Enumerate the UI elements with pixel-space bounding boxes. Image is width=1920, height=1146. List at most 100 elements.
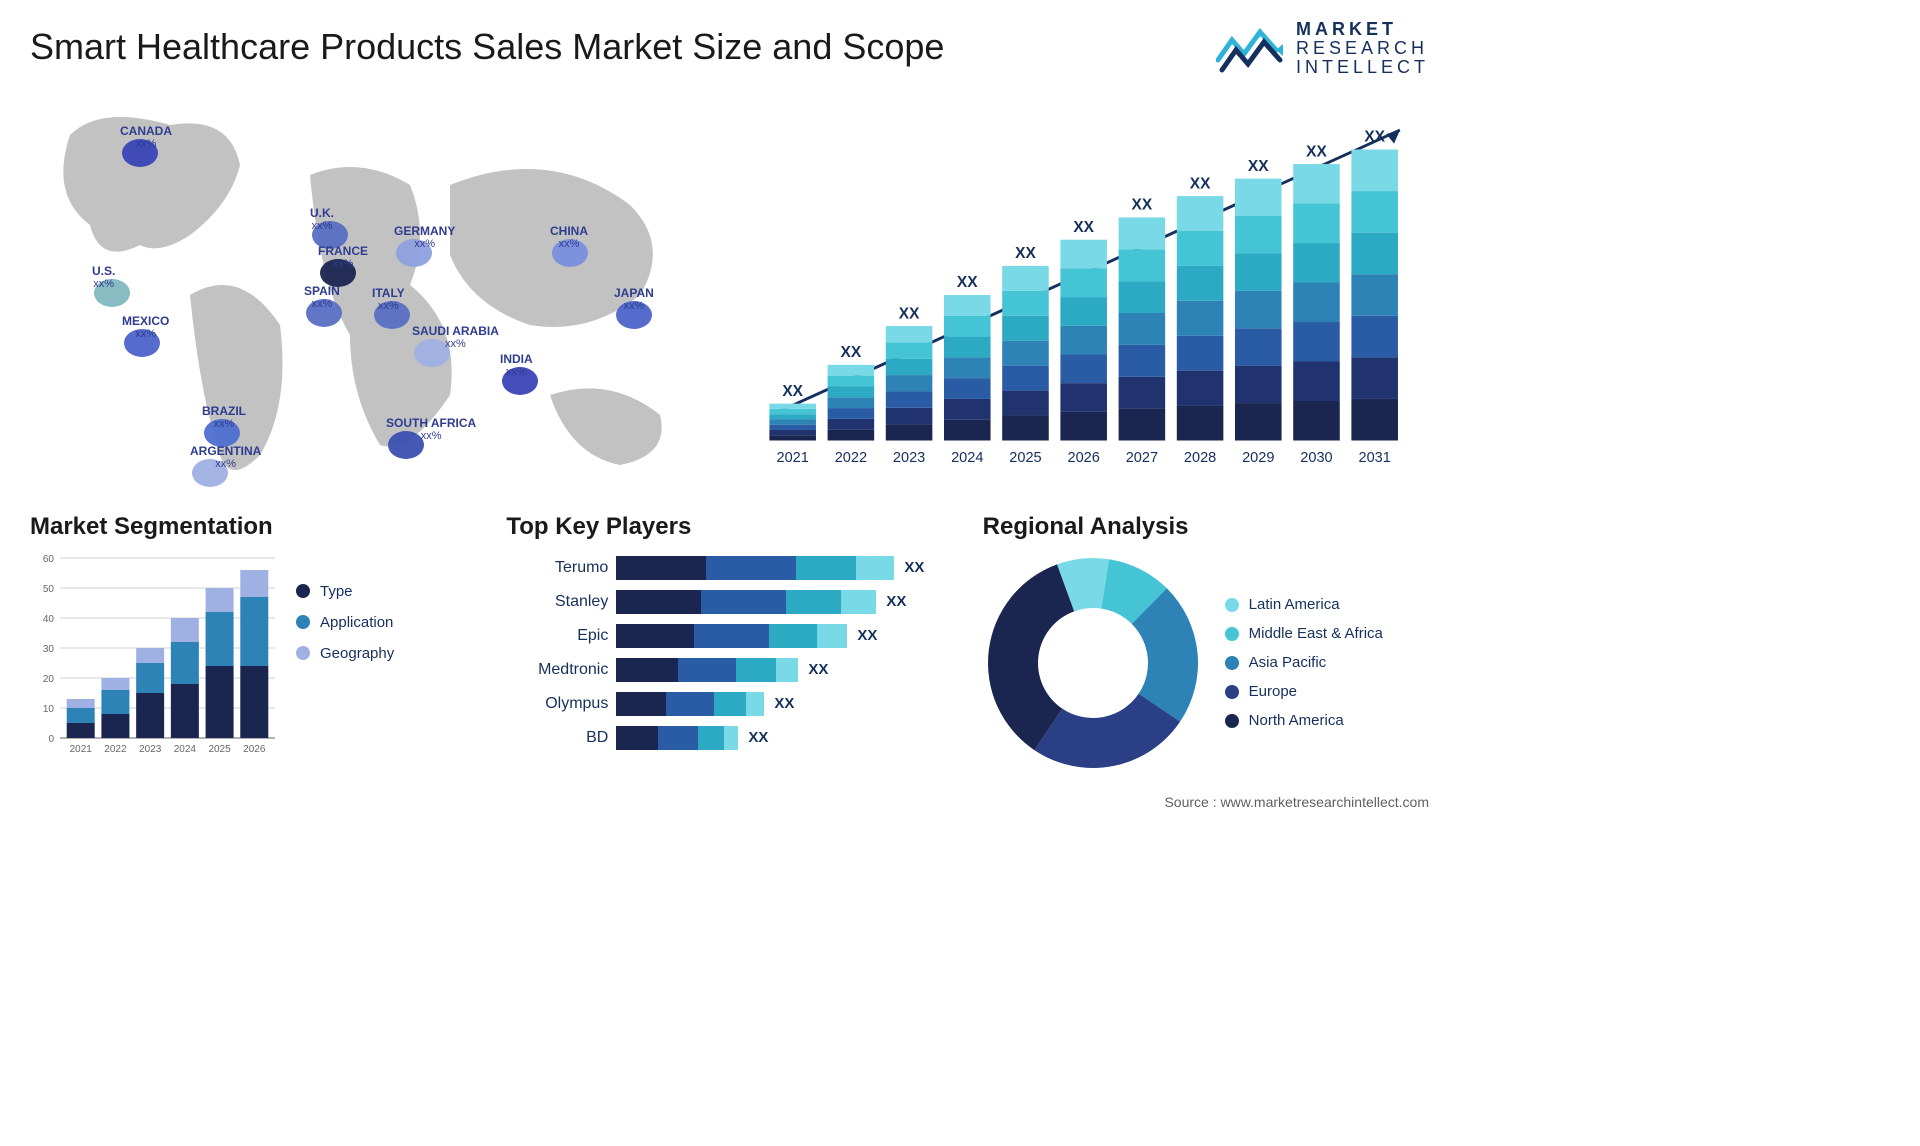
svg-text:2023: 2023: [893, 450, 925, 466]
svg-text:2028: 2028: [1184, 450, 1216, 466]
svg-text:XX: XX: [1015, 245, 1036, 262]
svg-text:2031: 2031: [1358, 450, 1390, 466]
key-player-value: XX: [847, 627, 877, 644]
key-player-row: Epic XX: [506, 621, 952, 651]
svg-text:2025: 2025: [208, 744, 231, 755]
regional-panel: Regional Analysis Latin America Middle Ea…: [983, 513, 1429, 773]
legend-item: Europe: [1225, 683, 1383, 700]
map-label: ARGENTINAxx%: [190, 445, 261, 470]
svg-text:2024: 2024: [174, 744, 197, 755]
regional-title: Regional Analysis: [983, 513, 1429, 541]
map-label: BRAZILxx%: [202, 405, 246, 430]
svg-text:XX: XX: [1190, 175, 1211, 192]
page-title: Smart Healthcare Products Sales Market S…: [30, 20, 944, 68]
key-player-value: XX: [798, 661, 828, 678]
key-player-row: Medtronic XX: [506, 655, 952, 685]
key-player-name: Terumo: [506, 559, 616, 577]
svg-text:60: 60: [43, 554, 55, 565]
key-player-value: XX: [876, 593, 906, 610]
segmentation-chart: 0 10 20 30 40 50 60 2021 2022 2023 2024 2025 2026: [30, 553, 280, 763]
legend-item: Asia Pacific: [1225, 654, 1383, 671]
key-player-value: XX: [894, 559, 924, 576]
brand-logo: MARKET RESEARCH INTELLECT: [1216, 20, 1429, 77]
growth-chart: XX2021XX2022XX2023XX2024XX2025XX2026XX20…: [750, 95, 1429, 495]
svg-text:20: 20: [43, 674, 55, 685]
legend-item: Latin America: [1225, 596, 1383, 613]
svg-text:2024: 2024: [951, 450, 983, 466]
key-player-name: Medtronic: [506, 661, 616, 679]
map-label: SAUDI ARABIAxx%: [412, 325, 499, 350]
map-label: CANADAxx%: [120, 125, 172, 150]
key-player-row: Stanley XX: [506, 587, 952, 617]
svg-text:50: 50: [43, 584, 55, 595]
svg-text:30: 30: [43, 644, 55, 655]
key-player-row: BD XX: [506, 723, 952, 753]
key-players-panel: Top Key Players TerumoXXStanleyXXEpicXXM…: [506, 513, 952, 773]
svg-text:XX: XX: [1248, 158, 1269, 175]
key-player-row: Olympus XX: [506, 689, 952, 719]
svg-text:XX: XX: [841, 344, 862, 361]
key-player-bar: [616, 556, 894, 580]
svg-text:XX: XX: [899, 305, 920, 322]
segmentation-legend: Type Application Geography: [296, 553, 394, 763]
svg-text:2021: 2021: [776, 450, 808, 466]
map-label: GERMANYxx%: [394, 225, 455, 250]
key-player-name: BD: [506, 729, 616, 747]
svg-text:XX: XX: [1364, 128, 1385, 145]
key-player-value: XX: [738, 729, 768, 746]
segmentation-panel: Market Segmentation 0 10 20 30 40 50 60 2021 202…: [30, 513, 476, 773]
key-player-bar: [616, 658, 798, 682]
key-player-row: Terumo XX: [506, 553, 952, 583]
svg-text:XX: XX: [1306, 143, 1327, 160]
key-players-chart: TerumoXXStanleyXXEpicXXMedtronicXXOlympu…: [506, 553, 952, 753]
key-player-name: Olympus: [506, 695, 616, 713]
legend-item: Geography: [296, 645, 394, 662]
svg-text:2023: 2023: [139, 744, 162, 755]
segmentation-title: Market Segmentation: [30, 513, 476, 541]
map-label: SOUTH AFRICAxx%: [386, 417, 476, 442]
svg-text:2021: 2021: [70, 744, 93, 755]
key-player-name: Epic: [506, 627, 616, 645]
svg-text:XX: XX: [1073, 219, 1094, 236]
svg-text:2030: 2030: [1300, 450, 1332, 466]
map-label: ITALYxx%: [372, 287, 405, 312]
svg-text:XX: XX: [957, 274, 978, 291]
svg-text:0: 0: [48, 734, 54, 745]
source-line: Source : www.marketresearchintellect.com: [1164, 794, 1429, 810]
legend-item: North America: [1225, 712, 1383, 729]
svg-text:XX: XX: [782, 383, 803, 400]
brand-logo-text: MARKET RESEARCH INTELLECT: [1296, 20, 1429, 77]
regional-legend: Latin America Middle East & Africa Asia Pa…: [1225, 596, 1383, 729]
map-label: FRANCExx%: [318, 245, 368, 270]
key-players-title: Top Key Players: [506, 513, 952, 541]
map-label: JAPANxx%: [614, 287, 654, 312]
svg-text:2026: 2026: [1067, 450, 1099, 466]
growth-chart-svg: XX2021XX2022XX2023XX2024XX2025XX2026XX20…: [750, 95, 1429, 495]
world-map: CANADAxx% U.S.xx% MEXICOxx% BRAZILxx% ARGENT…: [30, 95, 710, 495]
regional-donut: [983, 553, 1203, 773]
key-player-value: XX: [764, 695, 794, 712]
svg-text:XX: XX: [1132, 196, 1153, 213]
svg-text:2029: 2029: [1242, 450, 1274, 466]
map-label: MEXICOxx%: [122, 315, 169, 340]
key-player-name: Stanley: [506, 593, 616, 611]
svg-text:40: 40: [43, 614, 55, 625]
map-label: SPAINxx%: [304, 285, 340, 310]
key-player-bar: [616, 726, 738, 750]
brand-logo-mark: [1216, 20, 1286, 76]
svg-text:2022: 2022: [835, 450, 867, 466]
svg-text:10: 10: [43, 704, 55, 715]
legend-item: Type: [296, 583, 394, 600]
legend-item: Application: [296, 614, 394, 631]
map-label: U.S.xx%: [92, 265, 115, 290]
map-label: CHINAxx%: [550, 225, 588, 250]
key-player-bar: [616, 692, 764, 716]
svg-text:2022: 2022: [104, 744, 127, 755]
svg-text:2026: 2026: [243, 744, 266, 755]
legend-item: Middle East & Africa: [1225, 625, 1383, 642]
map-label: INDIAxx%: [500, 353, 533, 378]
key-player-bar: [616, 590, 876, 614]
map-label: U.K.xx%: [310, 207, 334, 232]
world-map-svg: [30, 95, 710, 495]
svg-text:2027: 2027: [1126, 450, 1158, 466]
